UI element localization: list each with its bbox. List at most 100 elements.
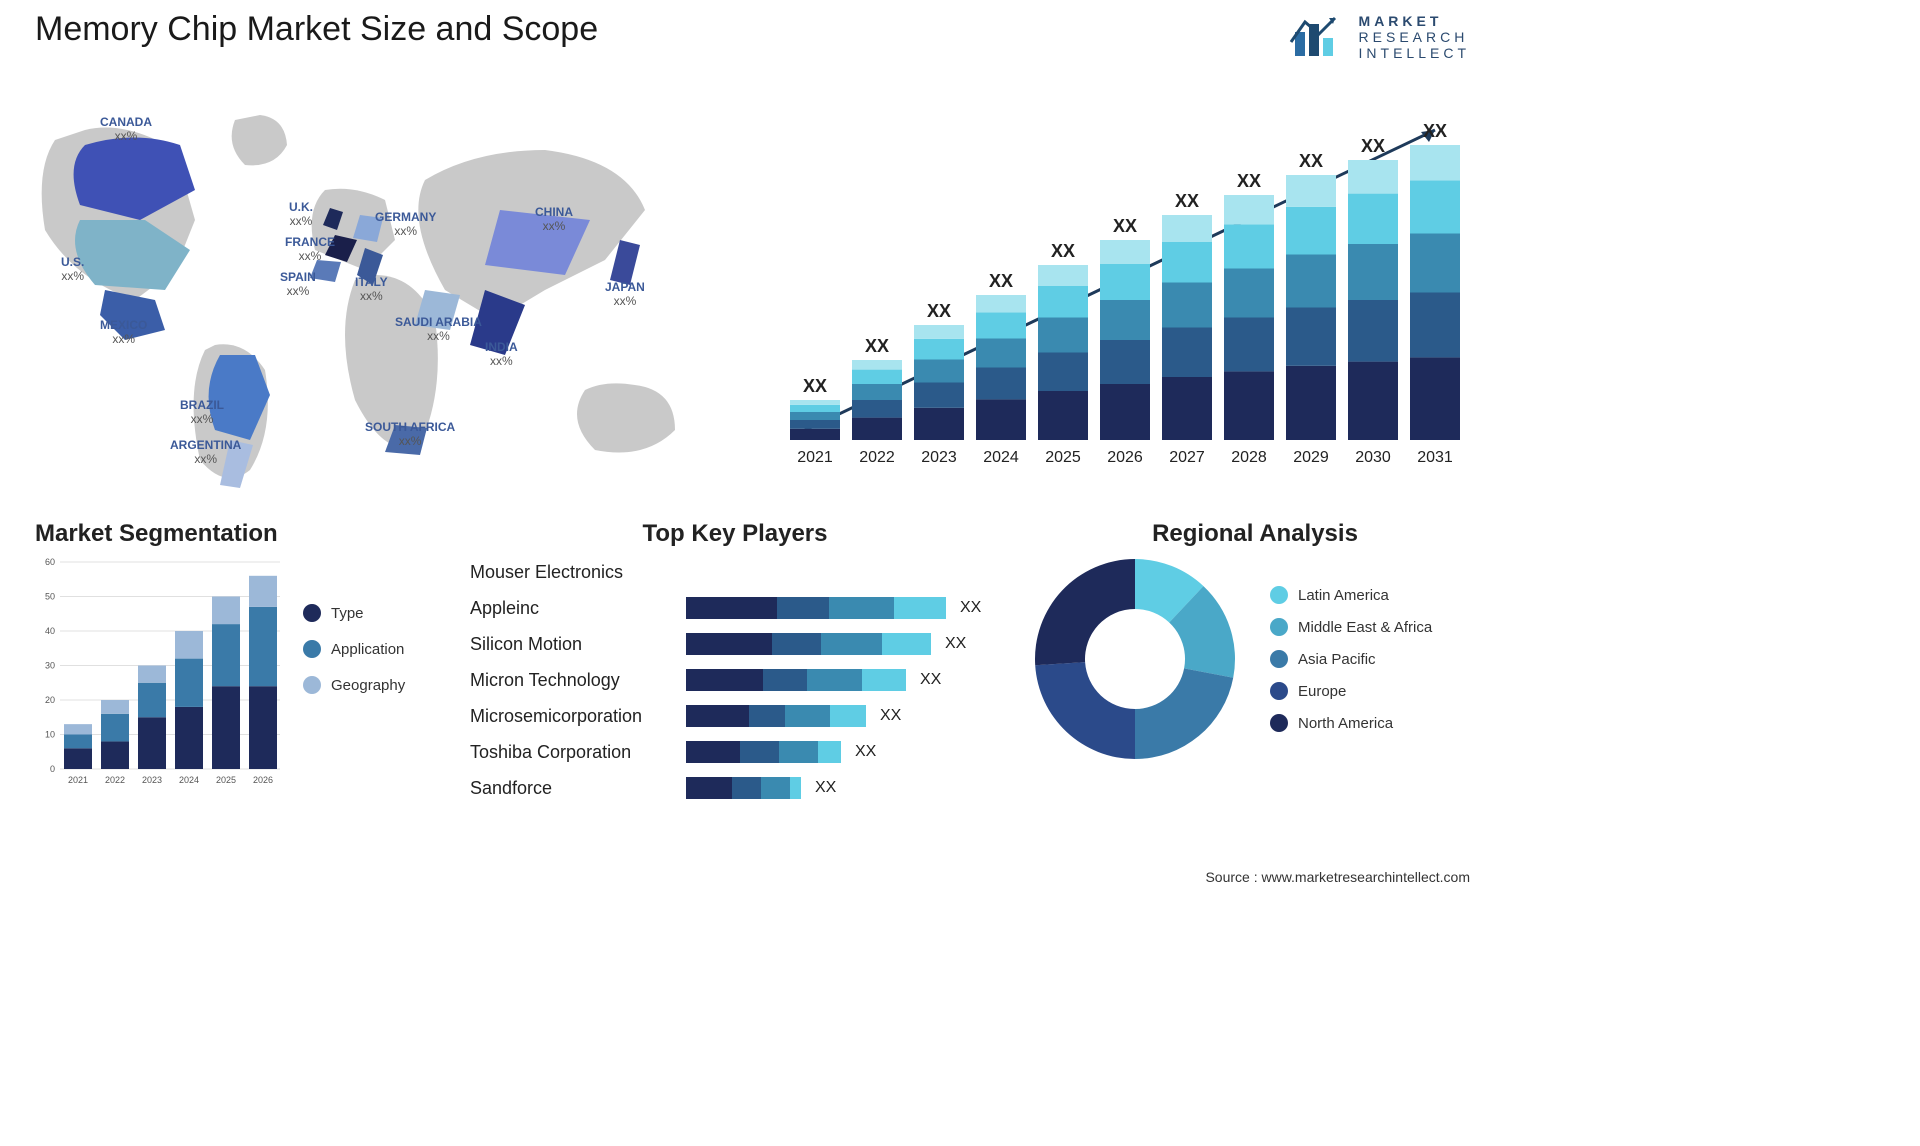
svg-text:2021: 2021 [797, 449, 833, 466]
key-player-row: Sandforce XX [470, 770, 1000, 806]
svg-text:XX: XX [1113, 216, 1137, 236]
source-attribution: Source : www.marketresearchintellect.com [1205, 869, 1470, 885]
regional-legend-item: Asia Pacific [1270, 650, 1432, 668]
svg-text:30: 30 [45, 661, 55, 671]
svg-text:XX: XX [865, 336, 889, 356]
svg-text:2025: 2025 [1045, 449, 1081, 466]
key-player-label: Silicon Motion [470, 634, 680, 655]
key-player-row: Micron TechnologyXX [470, 662, 1000, 698]
svg-text:XX: XX [1175, 191, 1199, 211]
growth-chart-svg: XX2021XX2022XX2023XX2024XX2025XX2026XX20… [785, 100, 1465, 480]
key-player-label: Micron Technology [470, 670, 680, 691]
map-label-france: FRANCExx% [285, 235, 335, 264]
svg-text:XX: XX [803, 376, 827, 396]
svg-text:2023: 2023 [921, 449, 957, 466]
key-player-bar [686, 705, 866, 727]
key-player-value: XX [880, 707, 901, 725]
regional-legend-item: Middle East & Africa [1270, 618, 1432, 636]
logo-line3: INTELLECT [1359, 45, 1470, 61]
logo-line1: MARKET [1359, 13, 1470, 29]
key-player-label: Appleinc [470, 598, 680, 619]
map-label-china: CHINAxx% [535, 205, 573, 234]
key-player-value: XX [855, 743, 876, 761]
regional-legend-item: North America [1270, 714, 1432, 732]
map-label-germany: GERMANYxx% [375, 210, 436, 239]
svg-text:20: 20 [45, 695, 55, 705]
key-player-row: Appleinc XX [470, 590, 1000, 626]
logo-icon [1287, 12, 1347, 62]
svg-text:2021: 2021 [68, 775, 88, 785]
key-player-bar [686, 633, 931, 655]
svg-text:2024: 2024 [983, 449, 1019, 466]
segmentation-title: Market Segmentation [35, 520, 435, 548]
segmentation-section: Market Segmentation 0 10 20 30 40 50 60 2021 202… [35, 520, 435, 820]
svg-text:60: 60 [45, 557, 55, 567]
key-players-section: Top Key Players Mouser Electronics Applei… [470, 520, 1000, 820]
segmentation-legend-item: Geography [303, 676, 405, 694]
regional-donut [1030, 554, 1240, 764]
key-player-value: XX [945, 635, 966, 653]
logo-line2: RESEARCH [1359, 29, 1470, 45]
key-player-row: Toshiba Corporation XX [470, 734, 1000, 770]
key-players-title: Top Key Players [470, 520, 1000, 548]
map-label-southafrica: SOUTH AFRICAxx% [365, 420, 455, 449]
svg-text:2031: 2031 [1417, 449, 1453, 466]
map-label-mexico: MEXICOxx% [100, 318, 147, 347]
map-label-brazil: BRAZILxx% [180, 398, 224, 427]
map-label-argentina: ARGENTINAxx% [170, 438, 241, 467]
key-player-bar [686, 741, 841, 763]
key-player-label: Microsemicorporation [470, 706, 680, 727]
key-players-rows: Mouser ElectronicsAppleincXXSilicon Moti… [470, 554, 1000, 806]
map-label-saudiarabia: SAUDI ARABIAxx% [395, 315, 482, 344]
key-player-bar [686, 777, 801, 799]
segmentation-legend: Type Application Geography [303, 604, 405, 694]
map-label-canada: CANADAxx% [100, 115, 152, 144]
key-player-label: Mouser Electronics [470, 562, 680, 583]
regional-legend-item: Europe [1270, 682, 1432, 700]
svg-text:0: 0 [50, 764, 55, 774]
segmentation-legend-item: Application [303, 640, 405, 658]
svg-text:2027: 2027 [1169, 449, 1205, 466]
world-map: CANADAxx% U.S.xx% MEXICOxx% BRAZILxx% ARGENT… [25, 90, 725, 500]
svg-text:2023: 2023 [142, 775, 162, 785]
regional-legend-item: Latin America [1270, 586, 1432, 604]
segmentation-legend-item: Type [303, 604, 405, 622]
page-title: Memory Chip Market Size and Scope [35, 10, 598, 49]
regional-title: Regional Analysis [1030, 520, 1480, 548]
key-player-value: XX [960, 599, 981, 617]
growth-chart: XX2021XX2022XX2023XX2024XX2025XX2026XX20… [785, 100, 1465, 480]
key-player-label: Toshiba Corporation [470, 742, 680, 763]
svg-text:2024: 2024 [179, 775, 199, 785]
svg-text:10: 10 [45, 730, 55, 740]
svg-text:2026: 2026 [253, 775, 273, 785]
regional-section: Regional Analysis Latin America Middle Ea… [1030, 520, 1480, 820]
segmentation-chart: 0 10 20 30 40 50 60 2021 2022 2023 2024 2025 2026 [35, 554, 285, 794]
svg-text:XX: XX [1237, 171, 1261, 191]
svg-text:XX: XX [1051, 241, 1075, 261]
map-label-japan: JAPANxx% [605, 280, 645, 309]
svg-text:2028: 2028 [1231, 449, 1267, 466]
logo: MARKET RESEARCH INTELLECT [1287, 12, 1470, 62]
svg-text:XX: XX [1299, 151, 1323, 171]
svg-text:2030: 2030 [1355, 449, 1391, 466]
logo-text: MARKET RESEARCH INTELLECT [1359, 13, 1470, 61]
svg-text:50: 50 [45, 592, 55, 602]
svg-text:XX: XX [927, 301, 951, 321]
key-player-value: XX [815, 779, 836, 797]
key-player-row: Silicon Motion XX [470, 626, 1000, 662]
key-player-bar [686, 597, 946, 619]
svg-text:2022: 2022 [105, 775, 125, 785]
svg-text:XX: XX [1423, 121, 1447, 141]
svg-text:40: 40 [45, 626, 55, 636]
map-label-india: INDIAxx% [485, 340, 518, 369]
map-label-spain: SPAINxx% [280, 270, 316, 299]
svg-text:XX: XX [989, 271, 1013, 291]
svg-text:2025: 2025 [216, 775, 236, 785]
svg-text:XX: XX [1361, 136, 1385, 156]
svg-text:2022: 2022 [859, 449, 895, 466]
key-player-row: Mouser Electronics [470, 554, 1000, 590]
regional-legend: Latin America Middle East & Africa Asia Pa… [1270, 586, 1432, 732]
map-label-us: U.S.xx% [61, 255, 84, 284]
key-player-label: Sandforce [470, 778, 680, 799]
map-label-uk: U.K.xx% [289, 200, 313, 229]
